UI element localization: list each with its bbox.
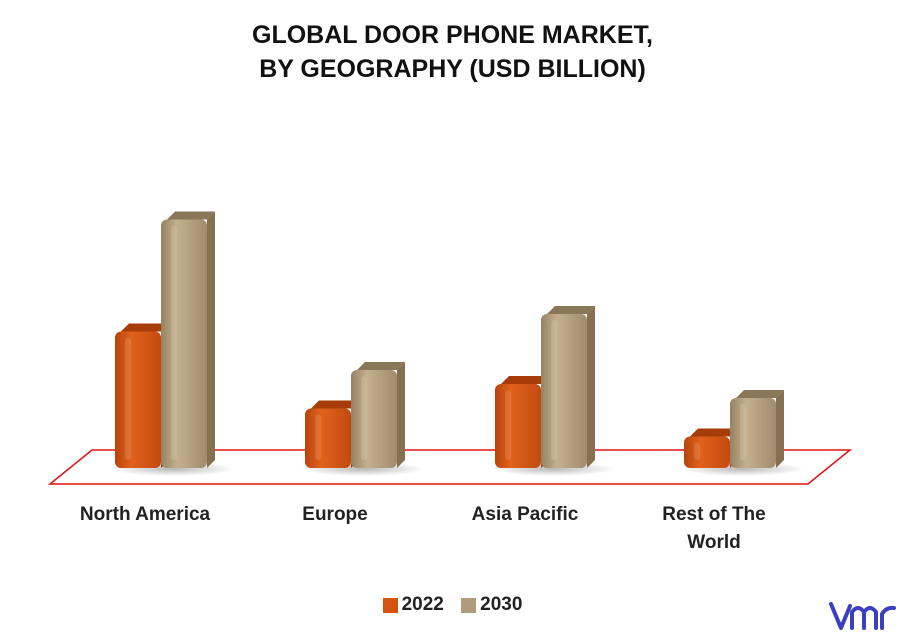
legend: 2022 2030: [0, 594, 905, 619]
bar-rest-of-the-world-2022: [684, 428, 738, 468]
chart-floor: [47, 449, 853, 485]
bar-asia-pacific-2022: [495, 376, 549, 468]
vmr-logo: [829, 602, 896, 630]
bar-north-america-2030: [161, 211, 215, 468]
legend-item-2030: 2030: [461, 594, 522, 616]
category-label-asia-pacific: Asia Pacific: [472, 504, 579, 525]
legend-swatch-2030: [461, 597, 477, 613]
chart-title-line-1: GLOBAL DOOR PHONE MARKET,: [252, 21, 653, 49]
category-label-rest-of-the-world: Rest of The World: [662, 504, 765, 553]
category-label-europe: Europe: [302, 504, 367, 525]
bar-europe-2022: [305, 400, 359, 468]
bar-europe-2030: [351, 362, 405, 468]
legend-item-2022: 2022: [382, 594, 444, 616]
chart-title-line-2: BY GEOGRAPHY (USD BILLION): [259, 55, 646, 83]
bar-rest-of-the-world-2030: [730, 390, 784, 468]
legend-label-2022: 2022: [401, 594, 444, 615]
bar-asia-pacific-2030: [541, 306, 595, 468]
legend-swatch-2022: [382, 597, 398, 613]
bar-north-america-2022: [115, 323, 169, 468]
chart-title: GLOBAL DOOR PHONE MARKET, BY GEOGRAPHY (…: [0, 18, 905, 86]
legend-label-2030: 2030: [480, 594, 523, 615]
category-label-north-america: North America: [80, 504, 211, 525]
